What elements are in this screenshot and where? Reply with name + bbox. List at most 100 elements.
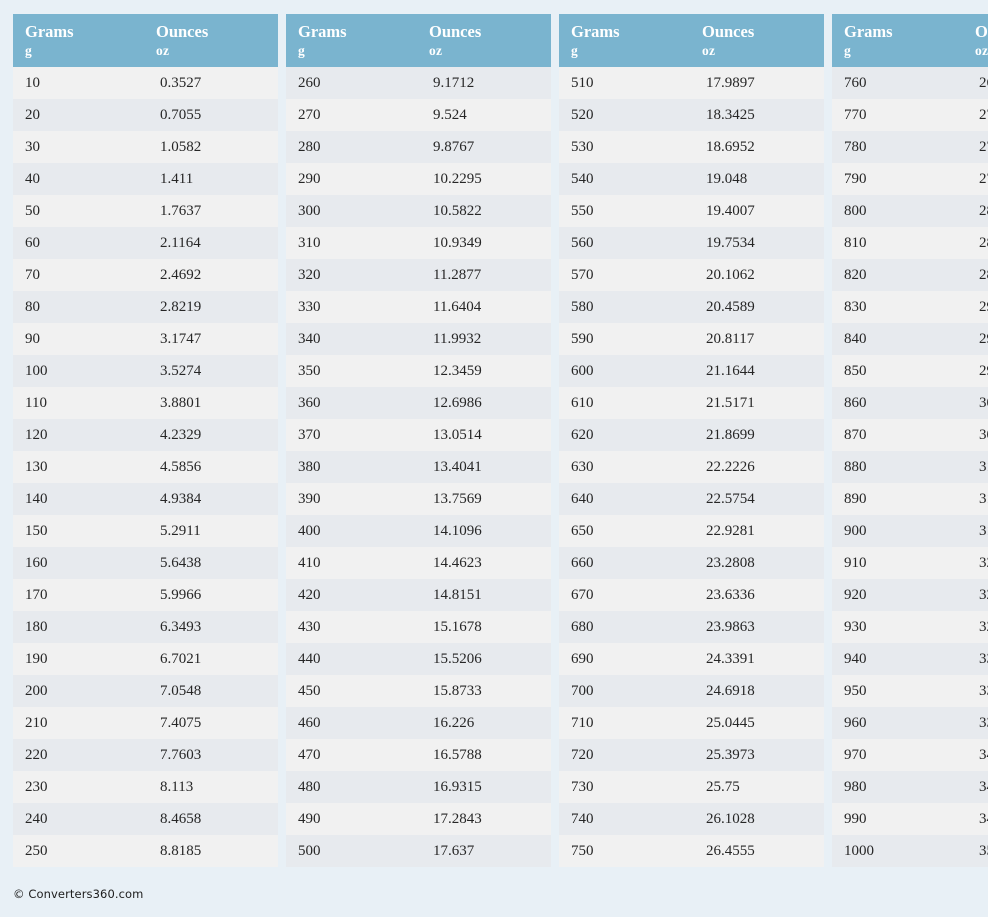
cell-ounces: 14.8151 — [417, 579, 551, 612]
cell-grams: 410 — [286, 547, 417, 580]
cell-ounces: 32.4521 — [963, 579, 988, 612]
table-row: 470 16.5788 — [286, 739, 551, 772]
cell-grams: 200 — [13, 675, 144, 708]
table-row: 79027.8665 — [832, 163, 988, 196]
cell-ounces: 3.1747 — [144, 323, 278, 356]
cell-ounces: 15.1678 — [417, 611, 551, 644]
cell-ounces: 12.3459 — [417, 355, 551, 388]
cell-ounces: 11.9932 — [417, 323, 551, 356]
column-header-ounces-unit: oz — [156, 43, 170, 59]
cell-ounces: 21.1644 — [690, 355, 824, 388]
cell-ounces: 1.7637 — [144, 195, 278, 228]
cell-ounces: 19.048 — [690, 163, 824, 196]
table-row: 91032.0993 — [832, 547, 988, 580]
cell-ounces: 20.1062 — [690, 259, 824, 292]
table-row: 300 10.5822 — [286, 195, 551, 228]
table-row: 640 22.5754 — [559, 483, 824, 516]
cell-ounces: 33.5103 — [963, 675, 988, 708]
cell-grams: 130 — [13, 451, 144, 484]
cell-ounces: 26.1028 — [690, 803, 824, 836]
cell-grams: 290 — [286, 163, 417, 196]
cell-ounces: 27.5137 — [963, 131, 988, 164]
cell-ounces: 31.0411 — [963, 451, 988, 484]
cell-grams: 670 — [559, 579, 690, 612]
cell-grams: 910 — [832, 547, 963, 580]
cell-grams: 450 — [286, 675, 417, 708]
cell-grams: 650 — [559, 515, 690, 548]
cell-grams: 920 — [832, 579, 963, 612]
cell-grams: 810 — [832, 227, 963, 260]
cell-grams: 300 — [286, 195, 417, 228]
table-row: 500 17.637 — [286, 835, 551, 868]
table-row: 120 4.2329 — [13, 419, 278, 452]
cell-grams: 40 — [13, 163, 144, 196]
cell-grams: 470 — [286, 739, 417, 772]
table-row: 40 1.411 — [13, 163, 278, 196]
cell-ounces: 32.0993 — [963, 547, 988, 580]
cell-ounces: 32.8048 — [963, 611, 988, 644]
cell-grams: 360 — [286, 387, 417, 420]
table-row: 350 12.3459 — [286, 355, 551, 388]
cell-ounces: 24.3391 — [690, 643, 824, 676]
cell-ounces: 13.0514 — [417, 419, 551, 452]
column-header-ounces-unit: oz — [975, 43, 988, 59]
cell-grams: 400 — [286, 515, 417, 548]
cell-ounces: 6.7021 — [144, 643, 278, 676]
cell-ounces: 7.7603 — [144, 739, 278, 772]
cell-grams: 940 — [832, 643, 963, 676]
copyright-footer: © Converters360.com — [13, 887, 144, 901]
cell-ounces: 28.9247 — [963, 259, 988, 292]
cell-ounces: 17.2843 — [417, 803, 551, 836]
cell-grams: 70 — [13, 259, 144, 292]
table-row: 440 15.5206 — [286, 643, 551, 676]
table-row: 110 3.8801 — [13, 387, 278, 420]
cell-ounces: 15.5206 — [417, 643, 551, 676]
cell-grams: 770 — [832, 99, 963, 132]
cell-grams: 110 — [13, 387, 144, 420]
cell-grams: 230 — [13, 771, 144, 804]
cell-grams: 720 — [559, 739, 690, 772]
table-row: 88031.0411 — [832, 451, 988, 484]
cell-ounces: 4.2329 — [144, 419, 278, 452]
cell-grams: 210 — [13, 707, 144, 740]
cell-ounces: 9.1712 — [417, 67, 551, 100]
cell-ounces: 25.75 — [690, 771, 824, 804]
cell-ounces: 29.9829 — [963, 355, 988, 388]
cell-ounces: 1.411 — [144, 163, 278, 196]
table-row: 240 8.4658 — [13, 803, 278, 836]
cell-grams: 820 — [832, 259, 963, 292]
cell-ounces: 8.8185 — [144, 835, 278, 868]
column-header-ounces-unit: oz — [429, 43, 443, 59]
cell-grams: 350 — [286, 355, 417, 388]
table-row: 95033.5103 — [832, 675, 988, 708]
cell-grams: 510 — [559, 67, 690, 100]
cell-grams: 800 — [832, 195, 963, 228]
table-row: 93032.8048 — [832, 611, 988, 644]
cell-grams: 180 — [13, 611, 144, 644]
cell-grams: 390 — [286, 483, 417, 516]
column-header-ounces-text: Ounces — [429, 22, 482, 41]
cell-ounces: 20.8117 — [690, 323, 824, 356]
cell-ounces: 16.9315 — [417, 771, 551, 804]
cell-grams: 660 — [559, 547, 690, 580]
table-row: 360 12.6986 — [286, 387, 551, 420]
cell-grams: 460 — [286, 707, 417, 740]
cell-grams: 480 — [286, 771, 417, 804]
table-row: 330 11.6404 — [286, 291, 551, 324]
table-row: 460 16.226 — [286, 707, 551, 740]
table-row: 100 3.5274 — [13, 355, 278, 388]
table-row: 250 8.8185 — [13, 835, 278, 868]
table-row: 60 2.1164 — [13, 227, 278, 260]
table-row: 85029.9829 — [832, 355, 988, 388]
table-row: 490 17.2843 — [286, 803, 551, 836]
cell-grams: 680 — [559, 611, 690, 644]
cell-grams: 190 — [13, 643, 144, 676]
table-row: 340 11.9932 — [286, 323, 551, 356]
column-header-ounces: Ounces oz — [417, 14, 551, 68]
column-header-grams: Grams g — [286, 14, 417, 68]
cell-ounces: 5.9966 — [144, 579, 278, 612]
conversion-table-block-1: Grams g Ounces oz 10 0.3527 20 0.7055 30 1.0582 40… — [13, 14, 278, 868]
